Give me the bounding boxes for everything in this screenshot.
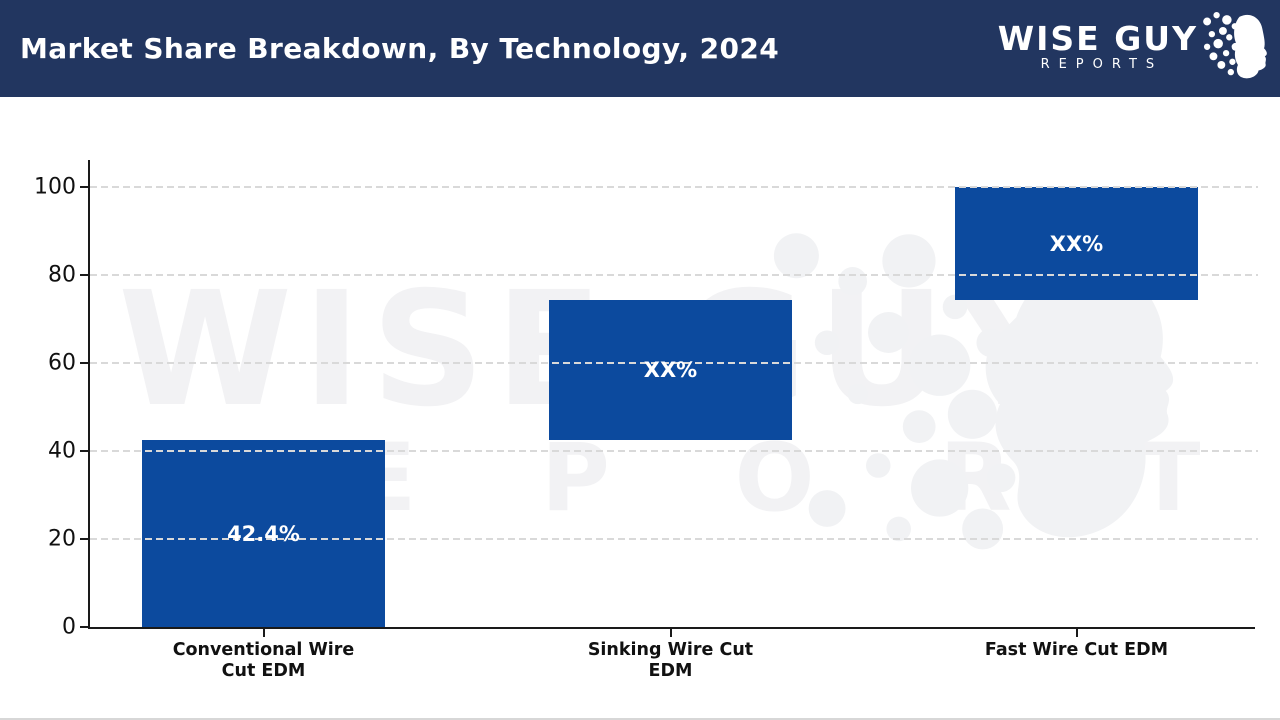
y-axis-tick xyxy=(80,186,88,188)
bottom-border-line xyxy=(0,718,1280,720)
y-tick-label: 80 xyxy=(48,262,76,288)
brand-subname: REPORTS xyxy=(1040,57,1164,73)
x-axis-tick xyxy=(669,629,672,637)
y-axis-tick xyxy=(80,538,88,540)
y-axis-spine xyxy=(88,160,90,629)
bar-value-label: XX% xyxy=(1049,231,1104,256)
x-category-label: Sinking Wire Cut EDM xyxy=(587,640,754,681)
x-axis-tick xyxy=(1075,629,1078,637)
bar xyxy=(549,300,792,441)
bar xyxy=(142,440,385,627)
y-axis-tick xyxy=(80,274,88,276)
x-category-label: Conventional Wire Cut EDM xyxy=(172,640,355,681)
bar-value-label: XX% xyxy=(643,358,698,383)
y-tick-label: 40 xyxy=(48,438,76,464)
y-tick-label: 20 xyxy=(48,526,76,552)
bar xyxy=(955,187,1198,301)
x-axis-tick xyxy=(262,629,265,637)
y-axis-tick xyxy=(80,362,88,364)
x-axis-spine xyxy=(88,627,1255,629)
gridline xyxy=(90,186,1258,188)
gridline xyxy=(90,538,1258,540)
x-category-label: Fast Wire Cut EDM xyxy=(984,640,1169,660)
y-tick-label: 100 xyxy=(34,174,76,200)
header-banner: Market Share Breakdown, By Technology, 2… xyxy=(0,0,1280,97)
brand-name: WISE GUY xyxy=(997,18,1198,58)
brand-logo-text: WISE GUY REPORTS xyxy=(997,18,1198,73)
gridline xyxy=(90,274,1258,276)
brand-face-icon xyxy=(1203,12,1267,79)
gridline xyxy=(90,450,1258,452)
y-axis-tick xyxy=(80,450,88,452)
page-title: Market Share Breakdown, By Technology, 2… xyxy=(20,32,780,65)
y-tick-label: 60 xyxy=(48,350,76,376)
bar-value-label: 42.4% xyxy=(227,521,300,546)
brand-logo: WISE GUY REPORTS xyxy=(998,8,1268,84)
y-tick-label: 0 xyxy=(62,614,76,640)
gridline xyxy=(90,362,1258,364)
y-axis-tick xyxy=(80,626,88,628)
